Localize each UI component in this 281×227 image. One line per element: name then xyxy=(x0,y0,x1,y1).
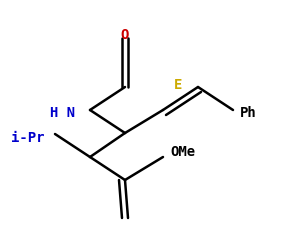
Text: Ph: Ph xyxy=(240,106,257,120)
Text: OMe: OMe xyxy=(170,145,195,159)
Text: i-Pr: i-Pr xyxy=(12,131,45,145)
Text: E: E xyxy=(174,78,182,92)
Text: H N: H N xyxy=(50,106,75,120)
Text: O: O xyxy=(121,28,129,42)
